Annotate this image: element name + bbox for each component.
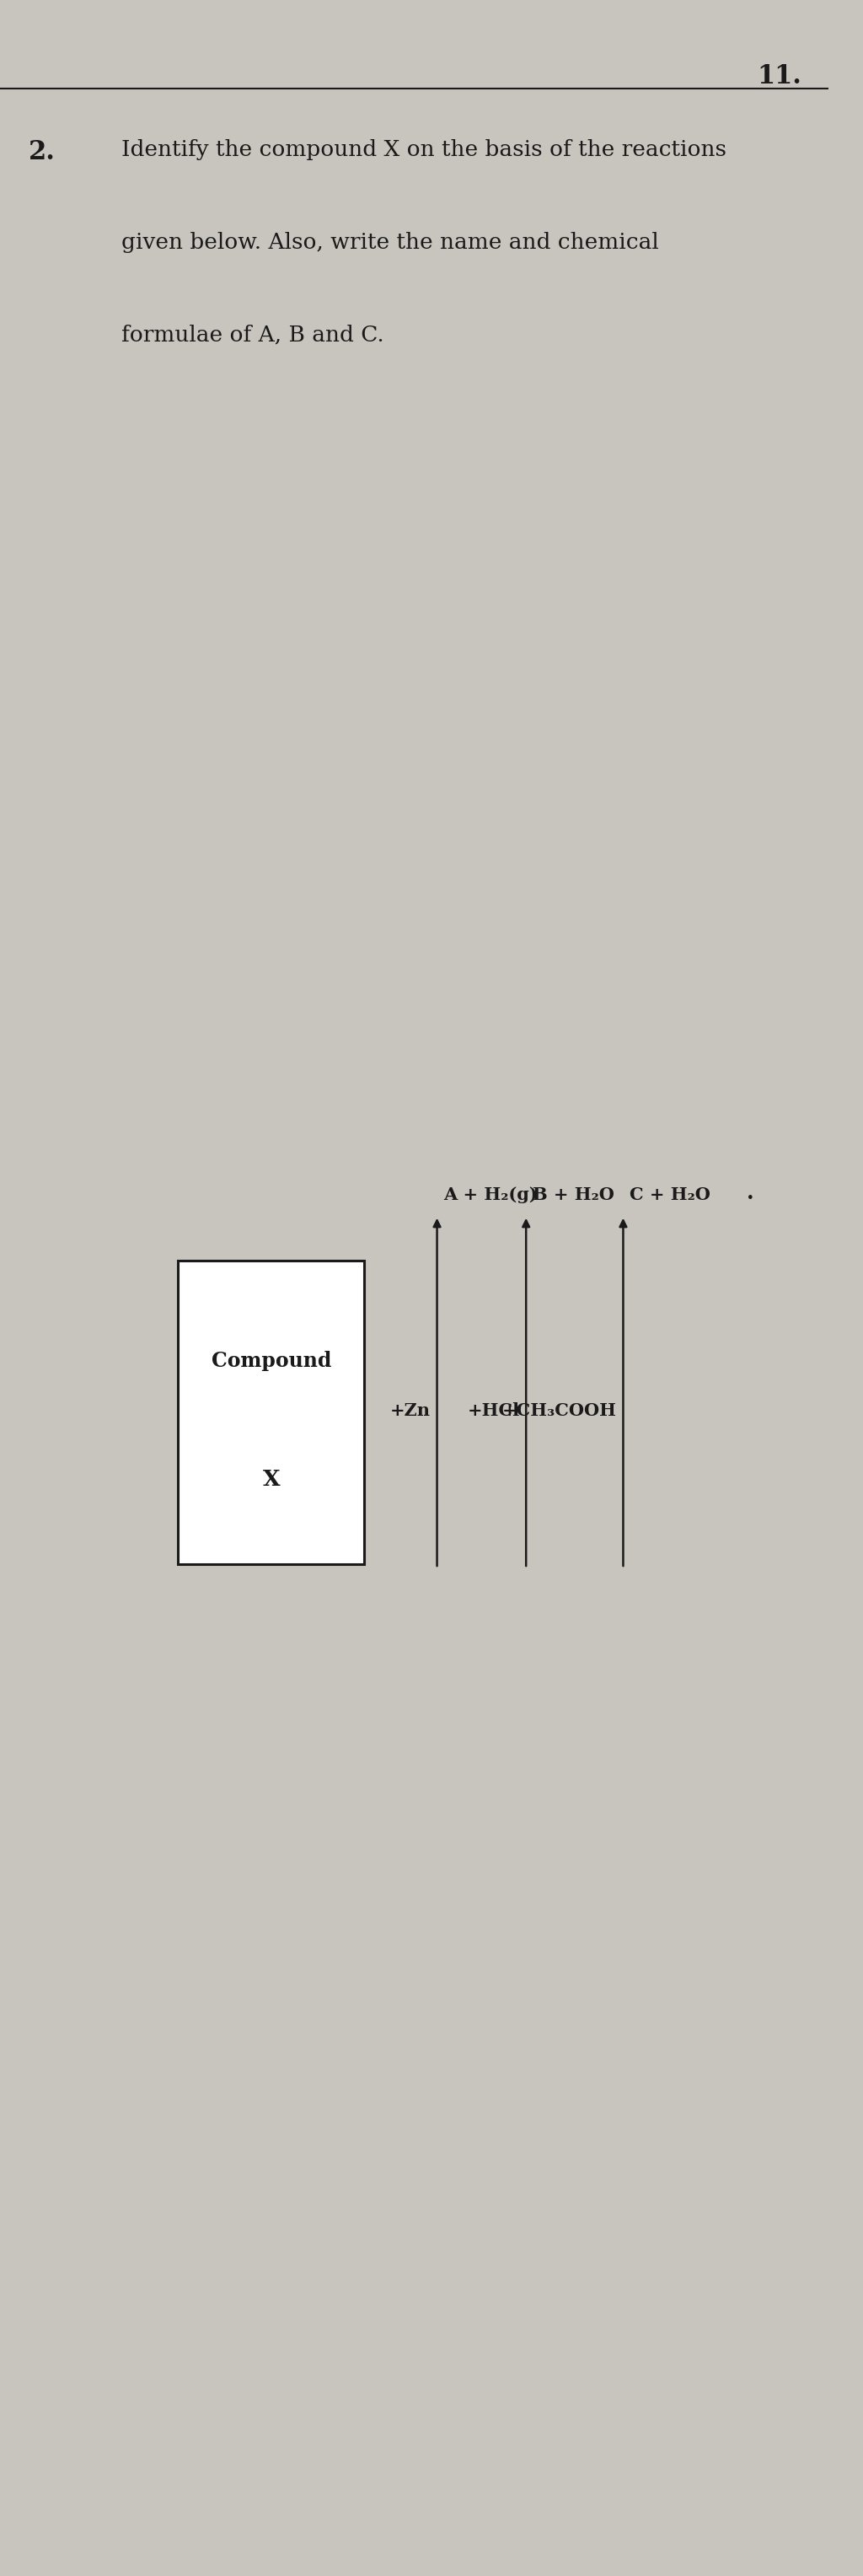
Text: +CH₃COOH: +CH₃COOH <box>502 1401 617 1419</box>
Text: given below. Also, write the name and chemical: given below. Also, write the name and ch… <box>122 232 658 252</box>
Text: formulae of A, B and C.: formulae of A, B and C. <box>122 325 384 345</box>
Bar <box>178 1260 364 1564</box>
Text: C + H₂O: C + H₂O <box>630 1185 710 1203</box>
Text: 11.: 11. <box>757 64 801 90</box>
Text: A + H₂(g): A + H₂(g) <box>444 1185 538 1203</box>
Text: X: X <box>262 1468 280 1489</box>
Text: B + H₂O: B + H₂O <box>532 1185 614 1203</box>
Text: .: . <box>747 1182 754 1203</box>
Text: +HCl: +HCl <box>467 1401 520 1419</box>
Text: +Zn: +Zn <box>390 1401 431 1419</box>
Text: 2.: 2. <box>28 139 55 165</box>
Text: Compound: Compound <box>211 1350 331 1370</box>
Text: Identify the compound X on the basis of the reactions: Identify the compound X on the basis of … <box>122 139 727 160</box>
